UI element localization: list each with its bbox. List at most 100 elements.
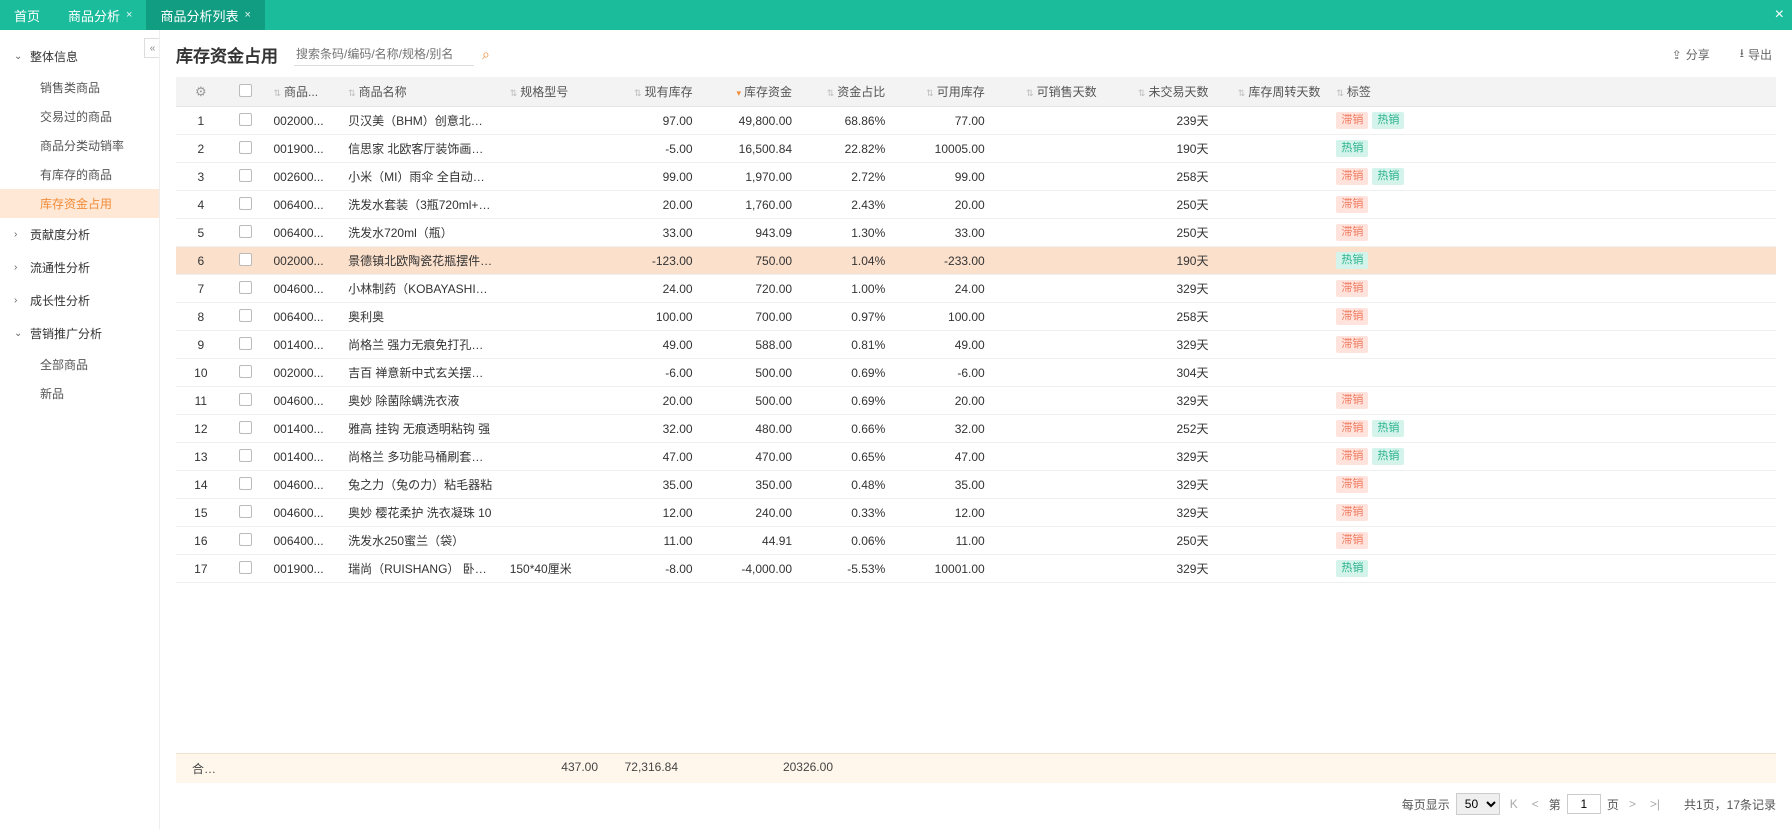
column-header-code[interactable]: ⇅商品... (266, 77, 341, 107)
column-header-sellDays[interactable]: ⇅可销售天数 (993, 77, 1105, 107)
table-row[interactable]: 15004600...奥妙 樱花柔护 洗衣凝珠 1012.00240.000.3… (176, 499, 1776, 527)
cell-pct: 0.81% (800, 331, 893, 359)
close-icon[interactable]: × (126, 9, 132, 21)
column-header-name[interactable]: ⇅商品名称 (340, 77, 502, 107)
row-checkbox[interactable] (239, 477, 252, 490)
table-row[interactable]: 11004600...奥妙 除菌除螨洗衣液20.00500.000.69%20.… (176, 387, 1776, 415)
column-header-stock[interactable]: ⇅现有库存 (601, 77, 700, 107)
row-checkbox[interactable] (239, 337, 252, 350)
row-checkbox[interactable] (239, 393, 252, 406)
row-checkbox[interactable] (239, 281, 252, 294)
share-button[interactable]: ⇪分享 (1672, 46, 1710, 63)
per-page-select[interactable]: 50 (1456, 793, 1500, 815)
page-input[interactable] (1567, 794, 1601, 814)
table-row[interactable]: 10002000...吉百 禅意新中式玄关摆件客-6.00500.000.69%… (176, 359, 1776, 387)
table-row[interactable]: 4006400...洗发水套装（3瓶720ml+1：20.001,760.002… (176, 191, 1776, 219)
row-checkbox[interactable] (239, 309, 252, 322)
cell-sellDays (993, 555, 1105, 583)
sidebar-group-label: 流通性分析 (30, 259, 90, 276)
sidebar-item[interactable]: 全部商品 (0, 350, 159, 379)
table-row[interactable]: 12001400...雅高 挂钩 无痕透明粘钩 强32.00480.000.66… (176, 415, 1776, 443)
row-checkbox[interactable] (239, 365, 252, 378)
cell-tags: 热销 (1328, 135, 1776, 163)
table-row[interactable]: 3002600...小米（MI）雨伞 全自动折叠99.001,970.002.7… (176, 163, 1776, 191)
table-row[interactable]: 6002000...景德镇北欧陶瓷花瓶摆件 仿-123.00750.001.04… (176, 247, 1776, 275)
top-tab[interactable]: 商品分析× (54, 0, 146, 30)
export-button[interactable]: ⭳导出 (1740, 44, 1772, 65)
page-prev-button[interactable]: < (1528, 797, 1543, 811)
cell-tags: 滞销热销 (1328, 443, 1776, 471)
chevron-icon: ⌄ (14, 328, 24, 339)
sidebar-item[interactable]: 有库存的商品 (0, 160, 159, 189)
row-checkbox[interactable] (239, 141, 252, 154)
sidebar-group[interactable]: ⌄营销推广分析 (0, 317, 159, 350)
sidebar-item[interactable]: 销售类商品 (0, 73, 159, 102)
search-input[interactable] (294, 43, 474, 66)
cell-idx: 10 (176, 359, 226, 387)
row-checkbox[interactable] (239, 225, 252, 238)
row-checkbox[interactable] (239, 533, 252, 546)
cell-stock: 100.00 (601, 303, 700, 331)
cell-pct: 22.82% (800, 135, 893, 163)
table-row[interactable]: 9001400...尚格兰 强力无痕免打孔浴室49.00588.000.81%4… (176, 331, 1776, 359)
column-header-pct[interactable]: ⇅资金占比 (800, 77, 893, 107)
top-tab[interactable]: 首页 (0, 0, 54, 30)
table-row[interactable]: 16006400...洗发水250蜜兰（袋）11.0044.910.06%11.… (176, 527, 1776, 555)
cell-sellDays (993, 135, 1105, 163)
page-first-button[interactable]: K (1506, 797, 1522, 811)
page-unit: 页 (1607, 796, 1619, 813)
table-row[interactable]: 13001400...尚格兰 多功能马桶刷套装 马47.00470.000.65… (176, 443, 1776, 471)
top-tab[interactable]: 商品分析列表× (146, 0, 264, 30)
column-header-avail[interactable]: ⇅可用库存 (893, 77, 992, 107)
table-row[interactable]: 5006400...洗发水720ml（瓶）33.00943.091.30%33.… (176, 219, 1776, 247)
column-header-tags[interactable]: ⇅标签 (1328, 77, 1776, 107)
column-header-fund[interactable]: ▾库存资金 (701, 77, 800, 107)
cell-stock: 11.00 (601, 527, 700, 555)
page-next-button[interactable]: > (1625, 797, 1640, 811)
table-row[interactable]: 7004600...小林制药（KOBAYASHI）E24.00720.001.0… (176, 275, 1776, 303)
cell-name: 小林制药（KOBAYASHI）E (340, 275, 502, 303)
cell-code: 004600... (266, 275, 341, 303)
cell-idx: 7 (176, 275, 226, 303)
cell-turnDays (1216, 471, 1328, 499)
row-checkbox[interactable] (239, 505, 252, 518)
column-header-spec[interactable]: ⇅规格型号 (502, 77, 601, 107)
table-row[interactable]: 14004600...兔之力（兔の力）粘毛器粘35.00350.000.48%3… (176, 471, 1776, 499)
sidebar-item[interactable]: 新品 (0, 379, 159, 408)
gear-icon[interactable]: ⚙ (195, 84, 207, 99)
table-row[interactable]: 8006400...奥利奥100.00700.000.97%100.00258天… (176, 303, 1776, 331)
sidebar-group[interactable]: ⌄整体信息 (0, 40, 159, 73)
column-header-noTrade[interactable]: ⇅未交易天数 (1105, 77, 1217, 107)
sidebar-group[interactable]: ›流通性分析 (0, 251, 159, 284)
cell-avail: 47.00 (893, 443, 992, 471)
column-header-turnDays[interactable]: ⇅库存周转天数 (1216, 77, 1328, 107)
row-checkbox[interactable] (239, 197, 252, 210)
column-header-chk[interactable] (226, 77, 266, 107)
row-checkbox[interactable] (239, 169, 252, 182)
row-checkbox[interactable] (239, 561, 252, 574)
sidebar-item[interactable]: 商品分类动销率 (0, 131, 159, 160)
row-checkbox[interactable] (239, 421, 252, 434)
close-all-tabs-button[interactable]: × (1775, 0, 1784, 30)
sidebar-group[interactable]: ›贡献度分析 (0, 218, 159, 251)
table-row[interactable]: 17001900...瑞尚（RUISHANG） 卧室门150*40厘米-8.00… (176, 555, 1776, 583)
close-icon[interactable]: × (244, 9, 250, 21)
search-icon[interactable]: ⌕ (482, 46, 490, 63)
cell-fund: 750.00 (701, 247, 800, 275)
row-checkbox[interactable] (239, 253, 252, 266)
cell-stock: 49.00 (601, 331, 700, 359)
column-header-idx[interactable]: ⚙ (176, 77, 226, 107)
header-checkbox[interactable] (239, 84, 252, 97)
table-scroll[interactable]: ⚙ ⇅商品...⇅商品名称⇅规格型号⇅现有库存▾库存资金⇅资金占比⇅可用库存⇅可销… (160, 77, 1792, 753)
sidebar-item[interactable]: 交易过的商品 (0, 102, 159, 131)
table-row[interactable]: 2001900...信思家 北欧客厅装饰画卧室-5.0016,500.8422.… (176, 135, 1776, 163)
table-row[interactable]: 1002000...贝汉美（BHM）创意北欧摆97.0049,800.0068.… (176, 107, 1776, 135)
sidebar-item[interactable]: 库存资金占用 (0, 189, 159, 218)
row-checkbox[interactable] (239, 449, 252, 462)
sidebar-group[interactable]: ›成长性分析 (0, 284, 159, 317)
sidebar-collapse-button[interactable]: « (144, 38, 160, 58)
tag-badge: 热销 (1372, 448, 1404, 465)
row-checkbox[interactable] (239, 113, 252, 126)
page-last-button[interactable]: >| (1646, 797, 1664, 811)
cell-spec (502, 443, 601, 471)
